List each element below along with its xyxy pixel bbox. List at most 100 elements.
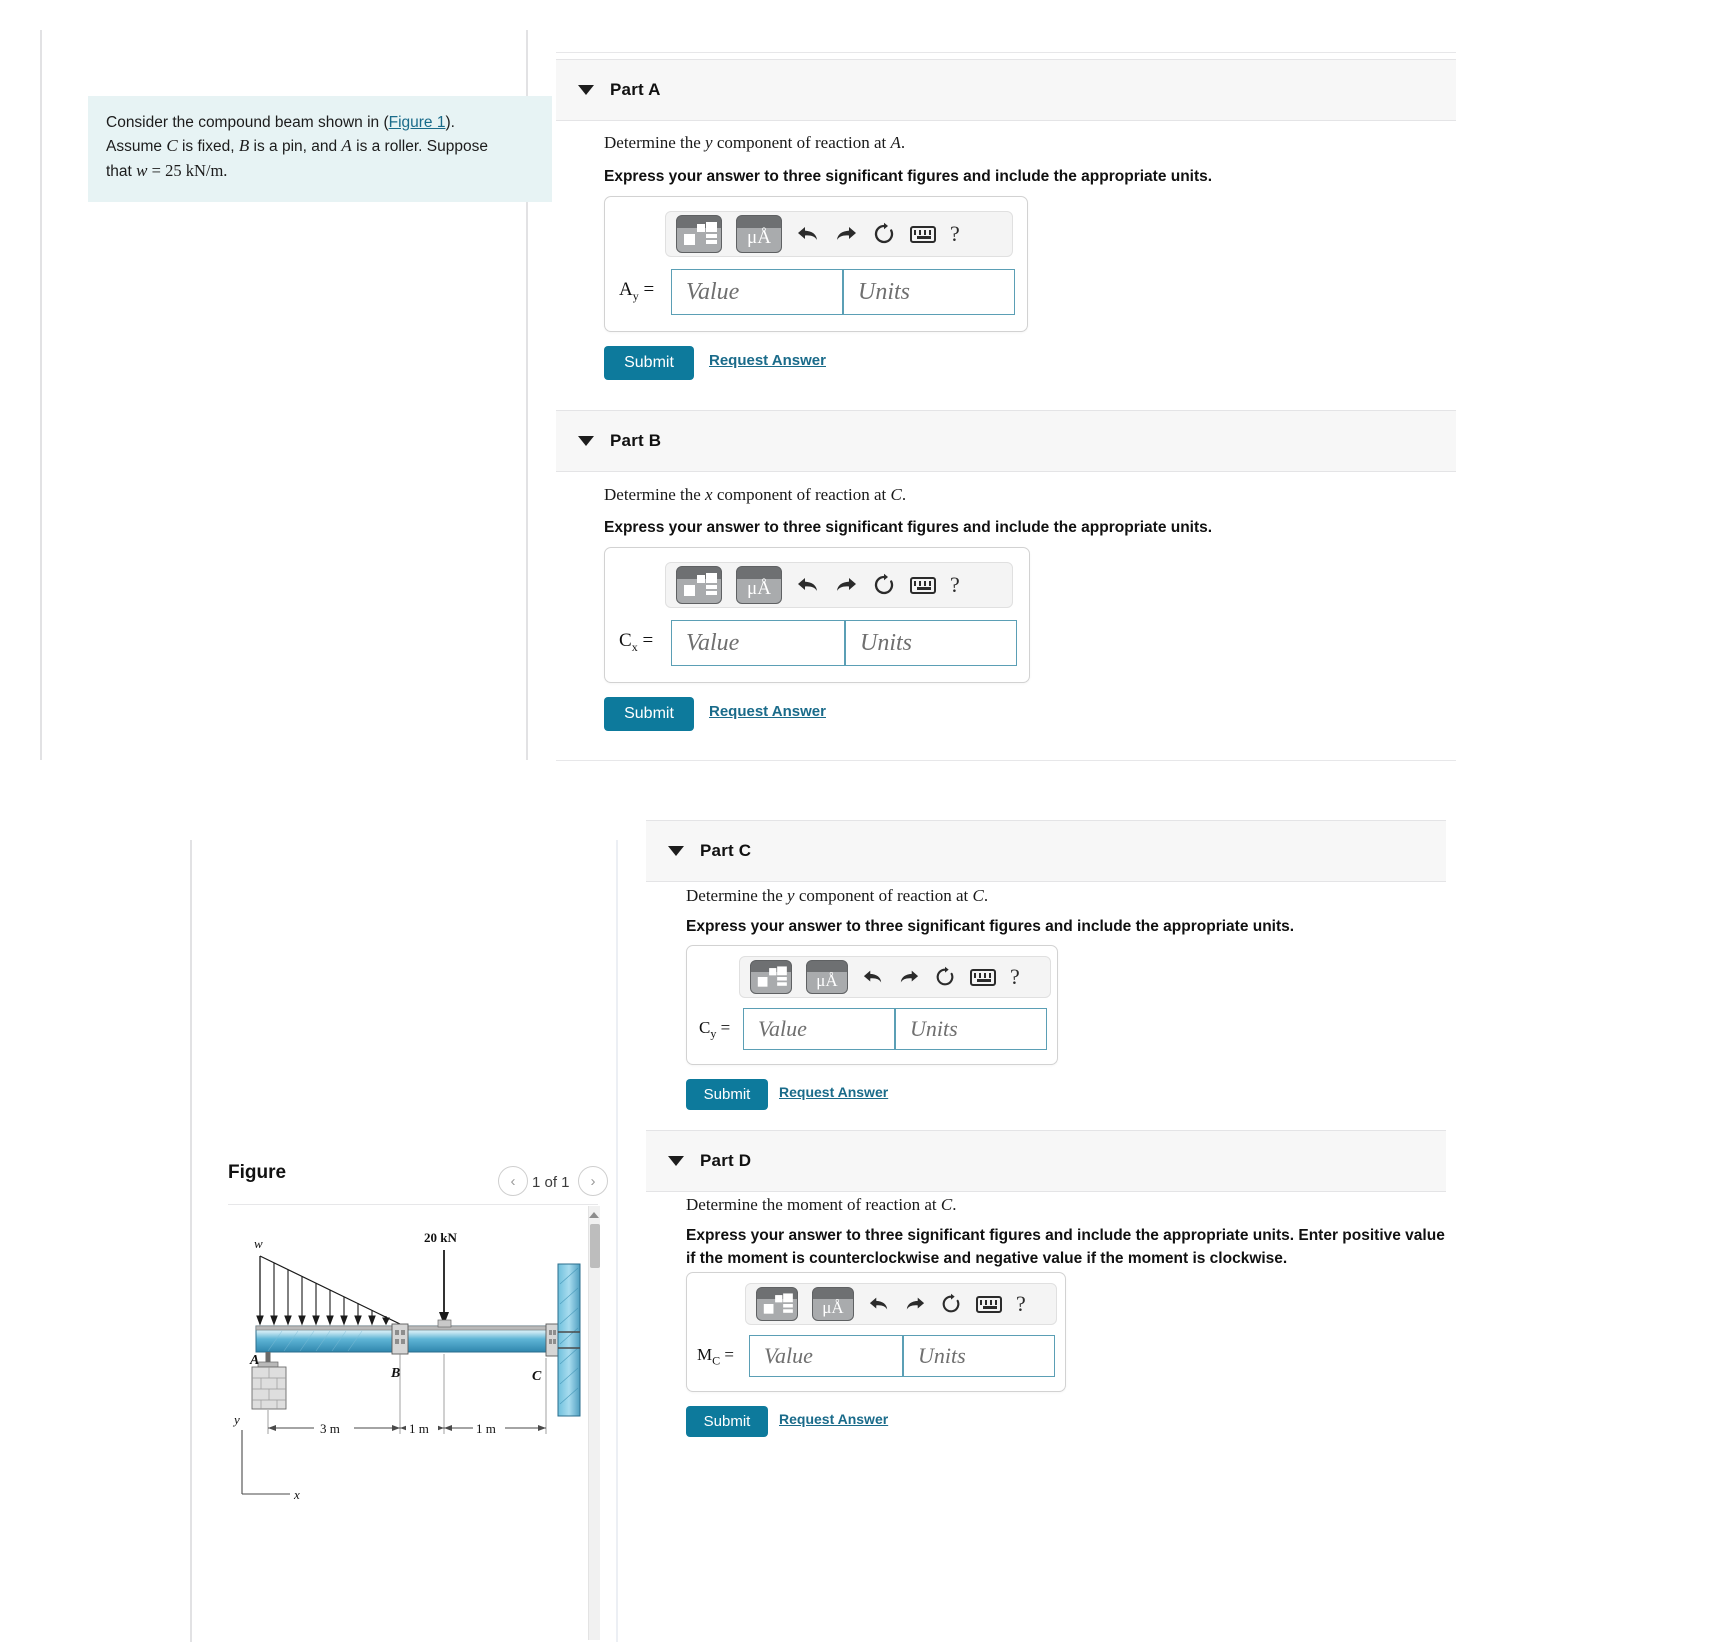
point-load-label: 20 kN: [424, 1230, 457, 1245]
reset-circular-arrow-icon[interactable]: [934, 966, 956, 988]
part-instruction-D: Express your answer to three significant…: [686, 1227, 1445, 1268]
redo-arrow-icon[interactable]: [898, 967, 920, 987]
figure-1-link[interactable]: Figure 1: [388, 114, 446, 131]
help-question-icon[interactable]: ?: [1016, 1291, 1026, 1316]
micro-angstrom-icon[interactable]: μÅ: [812, 1287, 854, 1321]
bottom-rule: [556, 760, 1456, 761]
figure-next-button[interactable]: ›: [578, 1166, 608, 1196]
answer-variable-D: MC =: [697, 1345, 734, 1368]
figure-prev-button[interactable]: ‹: [498, 1166, 528, 1196]
q-end-D: .: [952, 1195, 957, 1214]
value-input-B[interactable]: Value: [671, 620, 845, 666]
value-input-A[interactable]: Value: [671, 269, 843, 315]
help-question-icon[interactable]: ?: [950, 221, 960, 246]
help-question-icon[interactable]: ?: [1010, 964, 1020, 989]
compound-beam-diagram: w 20 kN: [232, 1230, 581, 1502]
load-label-w: w: [254, 1236, 263, 1251]
answer-variable-A: Ay =: [619, 279, 655, 303]
q-point-B: C: [890, 485, 902, 504]
micro-angstrom-icon[interactable]: μÅ: [806, 960, 848, 994]
redo-arrow-icon[interactable]: [904, 1294, 926, 1314]
units-input-A[interactable]: Units: [843, 269, 1015, 315]
statement-panel-divider: [526, 30, 528, 760]
bottom-screenshot-band: Part C Determine the y component of reac…: [0, 820, 1732, 1642]
undo-arrow-icon[interactable]: [862, 967, 884, 987]
q-point-A: A: [890, 133, 901, 152]
template-icon[interactable]: [750, 960, 792, 994]
micro-angstrom-icon[interactable]: μÅ: [736, 566, 782, 604]
pin-connection-B: [391, 1323, 409, 1355]
request-answer-link-D[interactable]: Request Answer: [779, 1411, 889, 1427]
keyboard-icon[interactable]: [910, 225, 936, 243]
redo-arrow-icon[interactable]: [834, 223, 858, 245]
figure-panel-right-divider: [616, 840, 618, 1642]
reset-circular-arrow-icon[interactable]: [940, 1293, 962, 1315]
answer-box-D: μÅ ? MC = Value Units: [686, 1272, 1066, 1392]
statement-line2-mid2: is a pin, and: [249, 138, 342, 156]
q-post-A: component of reaction at: [712, 133, 891, 152]
scroll-up-arrow-icon[interactable]: [589, 1212, 599, 1218]
reset-circular-arrow-icon[interactable]: [872, 222, 896, 246]
statement-line3-pre: that: [106, 163, 137, 181]
q-pre-D: Determine the moment of reaction at: [686, 1195, 941, 1214]
chevron-down-icon[interactable]: [578, 85, 594, 95]
template-icon[interactable]: [756, 1287, 798, 1321]
micro-angstrom-icon[interactable]: μÅ: [736, 215, 782, 253]
part-header-D[interactable]: Part D: [646, 1130, 1446, 1192]
chevron-down-icon[interactable]: [578, 436, 594, 446]
figure-header-rule: [228, 1204, 598, 1205]
keyboard-icon[interactable]: [970, 968, 996, 986]
request-answer-link-C[interactable]: Request Answer: [779, 1084, 889, 1100]
figure-panel-title: Figure: [228, 1162, 287, 1183]
answer-variable-C: Cy =: [699, 1018, 731, 1041]
q-end-B: .: [901, 485, 907, 504]
symbol-A: A: [341, 136, 352, 156]
template-icon[interactable]: [676, 215, 722, 253]
reset-circular-arrow-icon[interactable]: [872, 573, 896, 597]
redo-arrow-icon[interactable]: [834, 574, 858, 596]
undo-arrow-icon[interactable]: [796, 574, 820, 596]
undo-arrow-icon[interactable]: [868, 1294, 890, 1314]
submit-button-A[interactable]: Submit: [604, 346, 694, 380]
part-instruction-B: Express your answer to three significant…: [604, 519, 1213, 536]
q-pre-C: Determine the: [686, 886, 788, 905]
dimension-3m: 3 m: [320, 1421, 340, 1436]
units-input-C[interactable]: Units: [895, 1008, 1047, 1050]
chevron-down-icon[interactable]: [668, 1156, 684, 1166]
part-question-B: Determine the x component of reaction at…: [604, 485, 906, 505]
dimension-1m-first: 1 m: [409, 1421, 429, 1436]
keyboard-icon[interactable]: [910, 576, 936, 594]
keyboard-icon[interactable]: [976, 1295, 1002, 1313]
q-pre-A: Determine the: [604, 133, 706, 152]
figure-scrollbar-track[interactable]: [588, 1206, 600, 1640]
value-input-C[interactable]: Value: [743, 1008, 895, 1050]
units-input-B[interactable]: Units: [845, 620, 1017, 666]
units-input-D[interactable]: Units: [903, 1335, 1055, 1377]
undo-arrow-icon[interactable]: [796, 223, 820, 245]
submit-button-C[interactable]: Submit: [686, 1079, 768, 1110]
request-answer-link-B[interactable]: Request Answer: [709, 703, 826, 720]
figure-scrollbar-thumb[interactable]: [590, 1224, 600, 1268]
submit-button-B[interactable]: Submit: [604, 697, 694, 731]
answer-box-B: μÅ ? Cx = Value Units: [604, 547, 1030, 683]
value-input-D[interactable]: Value: [749, 1335, 903, 1377]
part-instruction-C: Express your answer to three significant…: [686, 918, 1295, 935]
top-screenshot-band: Consider the compound beam shown in (Fig…: [40, 30, 1456, 761]
template-icon[interactable]: [676, 566, 722, 604]
part-instruction-A: Express your answer to three significant…: [604, 168, 1213, 185]
q-pre-B: Determine the: [604, 485, 706, 504]
chevron-down-icon[interactable]: [668, 846, 684, 856]
statement-line2-pre: Assume: [106, 138, 167, 156]
submit-button-D[interactable]: Submit: [686, 1406, 768, 1437]
symbol-B: B: [238, 136, 250, 156]
answer-box-A: μÅ ? Ay = Value Units: [604, 196, 1028, 332]
request-answer-link-A[interactable]: Request Answer: [709, 352, 826, 369]
help-question-icon[interactable]: ?: [950, 572, 960, 597]
part-header-B[interactable]: Part B: [556, 410, 1456, 472]
part-header-C[interactable]: Part C: [646, 820, 1446, 882]
answer-toolbar-C: μÅ ?: [739, 956, 1051, 998]
part-question-D: Determine the moment of reaction at C.: [686, 1195, 957, 1215]
q-sym-A: y: [705, 133, 713, 152]
part-header-A[interactable]: Part A: [556, 59, 1456, 121]
left-panel-divider: [40, 30, 42, 760]
